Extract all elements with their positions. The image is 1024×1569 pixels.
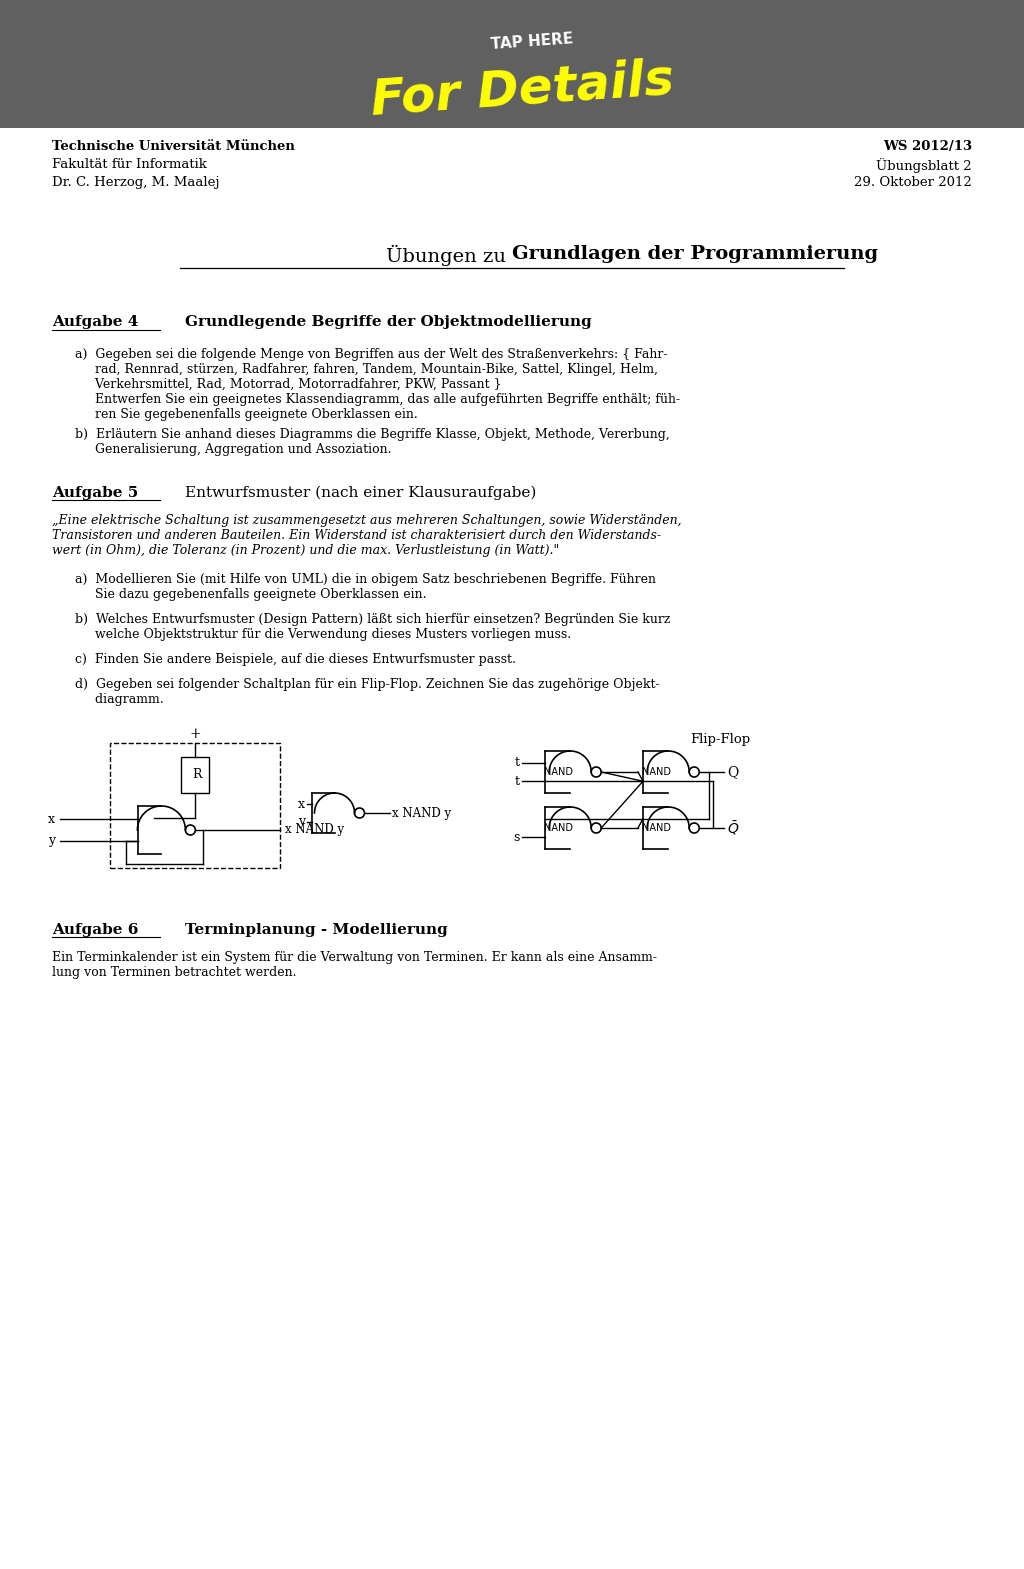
- Text: Terminplanung - Modellierung: Terminplanung - Modellierung: [185, 923, 447, 937]
- Text: Entwerfen Sie ein geeignetes Klassendiagramm, das alle aufgeführten Begriffe ent: Entwerfen Sie ein geeignetes Klassendiag…: [75, 392, 680, 406]
- Text: Übungen zu: Übungen zu: [386, 245, 512, 267]
- Text: lung von Terminen betrachtet werden.: lung von Terminen betrachtet werden.: [52, 967, 297, 979]
- Text: x: x: [48, 813, 55, 825]
- Text: $\bar{Q}$: $\bar{Q}$: [727, 819, 739, 836]
- Text: Q: Q: [727, 766, 738, 778]
- Text: t: t: [515, 775, 520, 788]
- Text: diagramm.: diagramm.: [75, 693, 164, 706]
- Circle shape: [354, 808, 365, 817]
- Text: y: y: [48, 835, 55, 847]
- Text: Dr. C. Herzog, M. Maalej: Dr. C. Herzog, M. Maalej: [52, 176, 219, 188]
- Text: d)  Gegeben sei folgender Schaltplan für ein Flip-Flop. Zeichnen Sie das zugehör: d) Gegeben sei folgender Schaltplan für …: [75, 678, 659, 690]
- Text: ren Sie gegebenenfalls geeignete Oberklassen ein.: ren Sie gegebenenfalls geeignete Oberkla…: [75, 408, 418, 420]
- Text: a)  Modellieren Sie (mit Hilfe von UML) die in obigem Satz beschriebenen Begriff: a) Modellieren Sie (mit Hilfe von UML) d…: [75, 573, 656, 585]
- Text: Fakultät für Informatik: Fakultät für Informatik: [52, 158, 207, 171]
- Text: Technische Universität München: Technische Universität München: [52, 140, 295, 154]
- Text: x NAND y: x NAND y: [285, 824, 344, 836]
- Circle shape: [185, 825, 196, 835]
- Text: Generalisierung, Aggregation und Assoziation.: Generalisierung, Aggregation und Assozia…: [75, 442, 391, 457]
- Text: NAND: NAND: [642, 824, 671, 833]
- Text: Grundlegende Begriffe der Objektmodellierung: Grundlegende Begriffe der Objektmodellie…: [185, 315, 592, 329]
- Text: c)  Finden Sie andere Beispiele, auf die dieses Entwurfsmuster passt.: c) Finden Sie andere Beispiele, auf die …: [75, 653, 516, 665]
- Text: x: x: [298, 797, 305, 811]
- Bar: [0, 0, 1024, 129]
- Text: WS 2012/13: WS 2012/13: [883, 140, 972, 154]
- Text: NAND: NAND: [642, 767, 671, 777]
- Text: y: y: [298, 816, 305, 828]
- Circle shape: [591, 824, 601, 833]
- Text: Grundlagen der Programmierung: Grundlagen der Programmierung: [512, 245, 879, 264]
- Text: x NAND y: x NAND y: [391, 806, 451, 819]
- Text: b)  Erläutern Sie anhand dieses Diagramms die Begriffe Klasse, Objekt, Methode, : b) Erläutern Sie anhand dieses Diagramms…: [75, 428, 670, 441]
- Bar: [110, 744, 280, 868]
- Text: TAP HERE: TAP HERE: [490, 31, 573, 52]
- Circle shape: [689, 767, 699, 777]
- Text: „Eine elektrische Schaltung ist zusammengesetzt aus mehreren Schaltungen, sowie : „Eine elektrische Schaltung ist zusammen…: [52, 515, 682, 527]
- Text: Verkehrsmittel, Rad, Motorrad, Motorradfahrer, PKW, Passant }: Verkehrsmittel, Rad, Motorrad, Motorradf…: [75, 378, 502, 391]
- Text: s: s: [514, 830, 520, 844]
- Text: For Details: For Details: [369, 55, 675, 124]
- Text: a)  Gegeben sei die folgende Menge von Begriffen aus der Welt des Straßenverkehr: a) Gegeben sei die folgende Menge von Be…: [75, 348, 668, 361]
- Text: NAND: NAND: [544, 824, 572, 833]
- Bar: [181, 756, 209, 792]
- Text: wert (in Ohm), die Toleranz (in Prozent) und die max. Verlustleistung (in Watt).: wert (in Ohm), die Toleranz (in Prozent)…: [52, 544, 559, 557]
- Circle shape: [689, 824, 699, 833]
- Text: Aufgabe 4: Aufgabe 4: [52, 315, 138, 329]
- Text: t: t: [515, 756, 520, 769]
- Text: 29. Oktober 2012: 29. Oktober 2012: [854, 176, 972, 188]
- Text: +: +: [189, 726, 201, 741]
- Text: Übungsblatt 2: Übungsblatt 2: [877, 158, 972, 173]
- Text: R: R: [193, 769, 202, 781]
- Text: Entwurfsmuster (nach einer Klausuraufgabe): Entwurfsmuster (nach einer Klausuraufgab…: [185, 486, 537, 501]
- Text: rad, Rennrad, stürzen, Radfahrer, fahren, Tandem, Mountain-Bike, Sattel, Klingel: rad, Rennrad, stürzen, Radfahrer, fahren…: [75, 362, 658, 377]
- Text: Flip-Flop: Flip-Flop: [690, 733, 750, 745]
- Text: Ein Terminkalender ist ein System für die Verwaltung von Terminen. Er kann als e: Ein Terminkalender ist ein System für di…: [52, 951, 657, 963]
- Circle shape: [591, 767, 601, 777]
- Text: NAND: NAND: [544, 767, 572, 777]
- Text: Aufgabe 5: Aufgabe 5: [52, 486, 138, 501]
- Text: Sie dazu gegebenenfalls geeignete Oberklassen ein.: Sie dazu gegebenenfalls geeignete Oberkl…: [75, 588, 427, 601]
- Text: welche Objektstruktur für die Verwendung dieses Musters vorliegen muss.: welche Objektstruktur für die Verwendung…: [75, 628, 571, 642]
- Text: Transistoren und anderen Bauteilen. Ein Widerstand ist charakterisiert durch den: Transistoren und anderen Bauteilen. Ein …: [52, 529, 662, 541]
- Text: b)  Welches Entwurfsmuster (Design Pattern) läßt sich hierfür einsetzen? Begründ: b) Welches Entwurfsmuster (Design Patter…: [75, 613, 671, 626]
- Text: Aufgabe 6: Aufgabe 6: [52, 923, 138, 937]
